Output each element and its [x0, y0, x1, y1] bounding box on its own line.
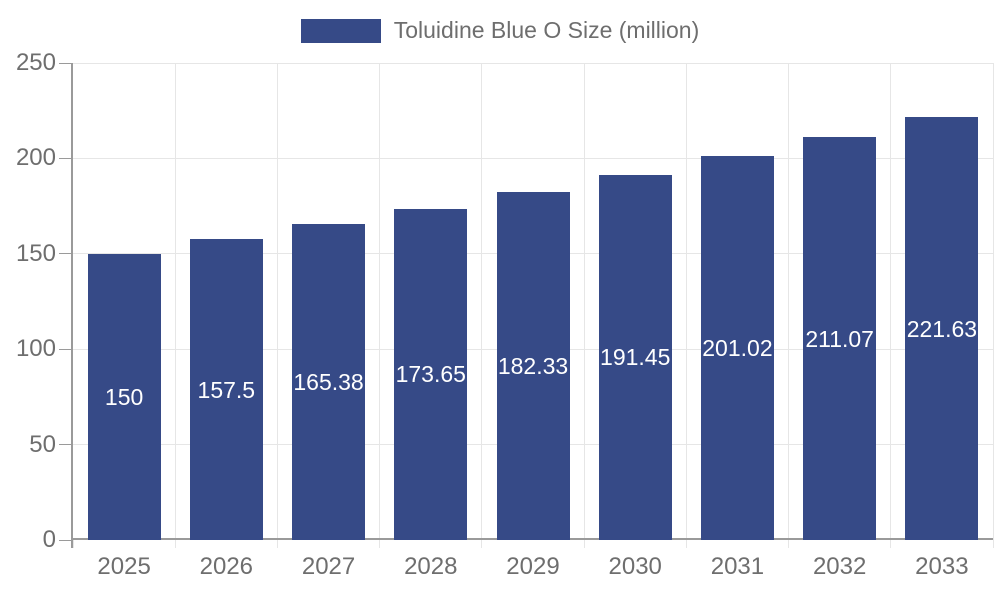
bar-value-label: 173.65	[395, 361, 466, 388]
y-axis-tick	[59, 157, 73, 159]
y-tick-label: 100	[15, 335, 56, 363]
x-axis-tick	[685, 540, 687, 548]
bar-2025[interactable]: 150	[87, 253, 161, 540]
gridline-vertical	[992, 63, 994, 540]
gridline-horizontal	[73, 157, 993, 159]
bar-value-label: 201.02	[702, 335, 773, 362]
y-axis-line	[71, 63, 73, 548]
x-tick-label: 2025	[97, 553, 151, 580]
y-axis-tick	[59, 253, 73, 255]
gridline-horizontal	[73, 62, 993, 64]
x-axis-tick	[583, 540, 585, 548]
x-tick-label: 2027	[301, 553, 356, 580]
y-tick-label: 200	[15, 144, 56, 172]
bar-value-label: 165.38	[293, 369, 364, 396]
y-axis-tick	[59, 444, 73, 446]
x-axis-tick	[890, 540, 892, 548]
bar-2026[interactable]: 157.5	[189, 239, 263, 540]
bar-2027[interactable]: 165.38	[292, 224, 366, 540]
bar-value-label: 182.33	[497, 353, 569, 380]
y-tick-label: 50	[29, 430, 56, 458]
bar-2033[interactable]: 221.63	[905, 117, 979, 540]
gridline-vertical	[481, 63, 483, 540]
x-tick-label: 2032	[812, 553, 867, 580]
x-axis-tick	[379, 540, 381, 548]
bar-2031[interactable]: 201.02	[700, 156, 774, 540]
bar-value-label: 157.5	[197, 376, 256, 403]
y-axis-tick	[59, 348, 73, 350]
x-axis-tick	[788, 540, 790, 548]
x-tick-label: 2028	[404, 553, 458, 580]
bar-value-label: 191.45	[600, 344, 671, 371]
gridline-vertical	[583, 63, 585, 540]
x-axis-tick	[992, 540, 994, 548]
x-tick-label: 2029	[506, 553, 560, 580]
bar-value-label: 150	[104, 383, 144, 410]
y-axis-tick	[59, 62, 73, 64]
gridline-vertical	[788, 63, 790, 540]
bar-value-label: 221.63	[906, 315, 978, 342]
y-tick-label: 0	[42, 526, 56, 553]
gridline-vertical	[379, 63, 381, 540]
y-tick-label: 250	[15, 49, 56, 76]
bar-value-label: 211.07	[805, 325, 874, 352]
x-axis-tick	[276, 540, 278, 548]
x-tick-label: 2031	[710, 553, 765, 580]
gridline-vertical	[276, 63, 278, 540]
bar-2032[interactable]: 211.07	[803, 137, 877, 540]
x-axis-tick	[481, 540, 483, 548]
x-axis-tick	[72, 540, 74, 548]
gridline-vertical	[890, 63, 892, 540]
y-axis-tick	[59, 539, 73, 541]
x-axis-tick	[174, 540, 176, 548]
gridline-vertical	[174, 63, 176, 540]
bar-2029[interactable]: 182.33	[496, 192, 570, 540]
bar-2028[interactable]: 173.65	[394, 208, 468, 540]
y-tick-label: 150	[15, 239, 56, 267]
gridline-vertical	[685, 63, 687, 540]
bar-2030[interactable]: 191.45	[598, 174, 672, 540]
x-tick-label: 2030	[608, 553, 662, 580]
x-tick-label: 2033	[915, 553, 969, 580]
x-tick-label: 2026	[199, 553, 254, 580]
legend-swatch	[300, 18, 381, 43]
legend[interactable]: Toluidine Blue O Size (million)	[0, 17, 1000, 44]
legend-label: Toluidine Blue O Size (million)	[393, 17, 700, 43]
